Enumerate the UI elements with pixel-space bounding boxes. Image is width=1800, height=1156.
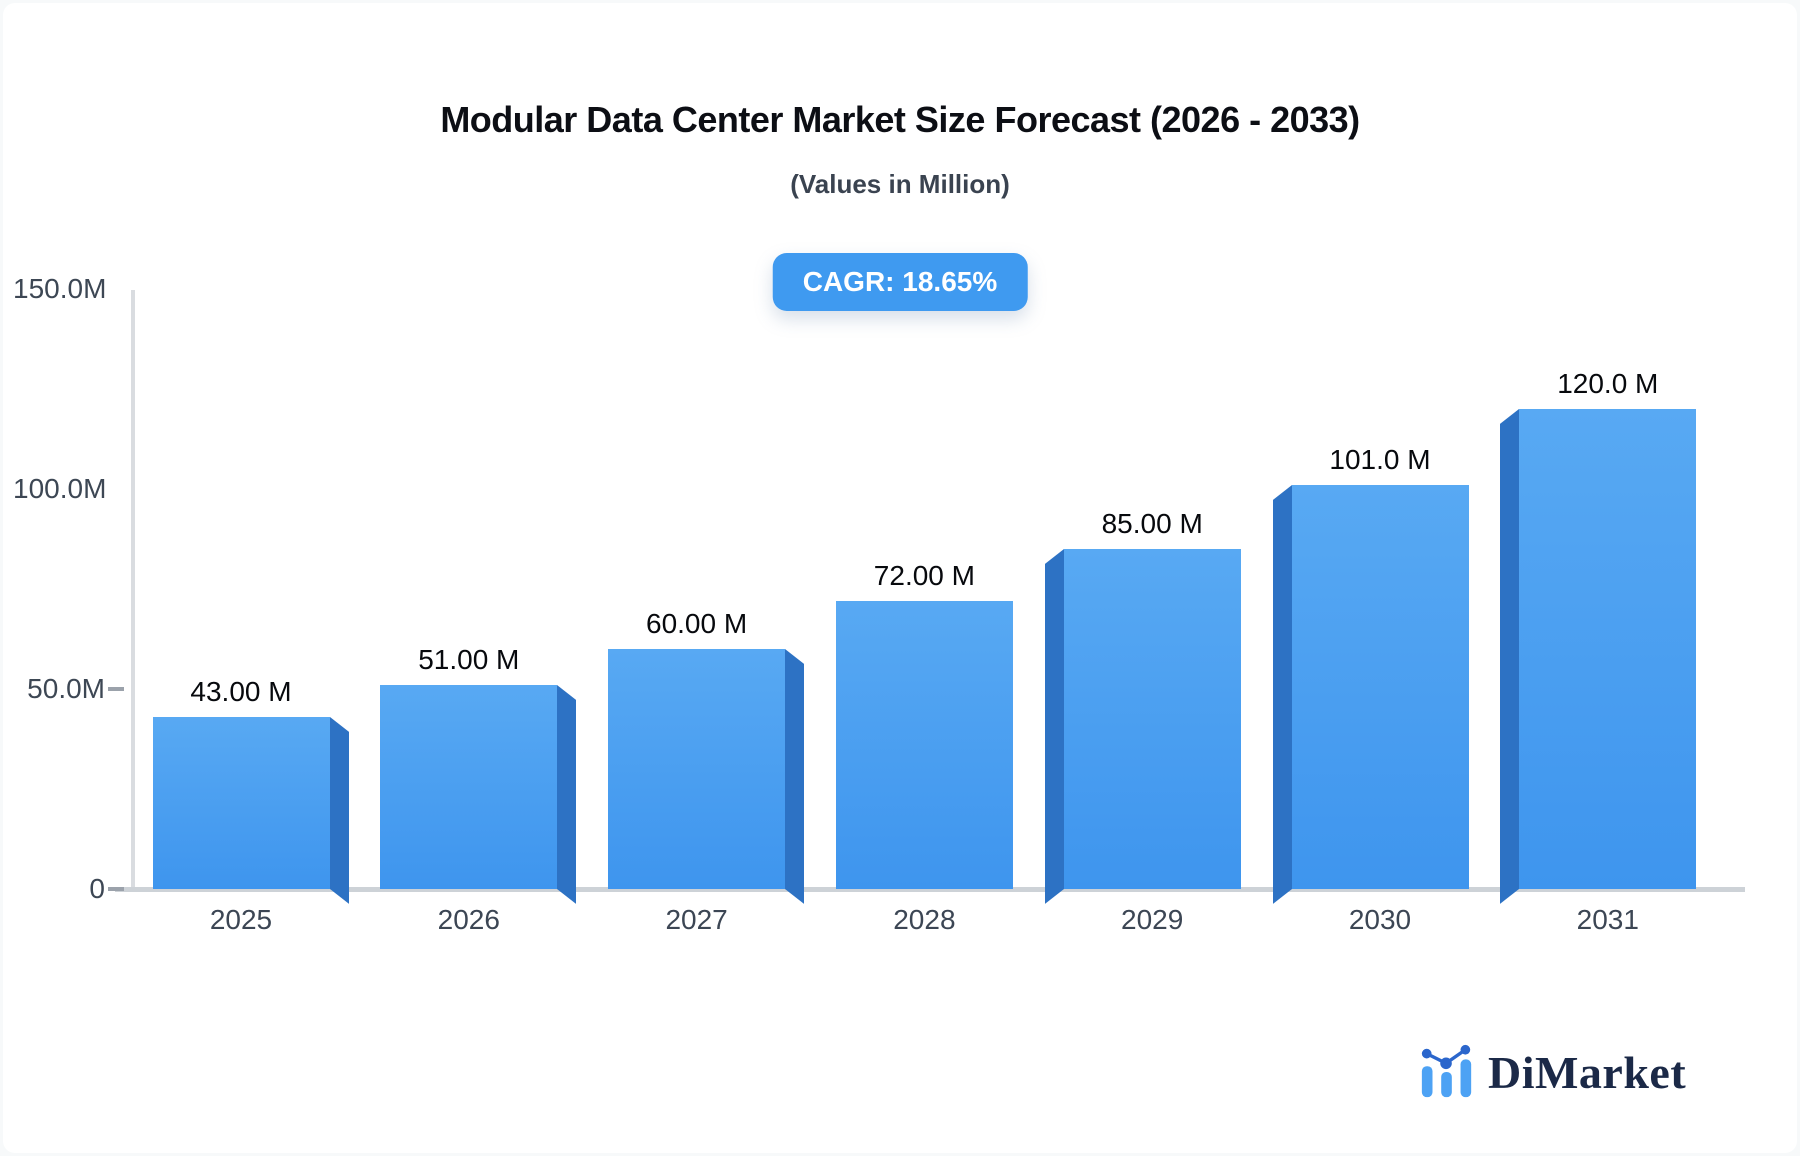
- y-axis-label-100.0M: 100.0M: [13, 473, 107, 504]
- bar-2025: [152, 717, 330, 889]
- y-axis-label-0: 0: [89, 873, 105, 904]
- x-axis-label-2026: 2026: [437, 904, 500, 935]
- bar-side-2031: [1500, 409, 1520, 904]
- bar-value-label-2028: 72.00 M: [873, 560, 975, 591]
- bar-2029: [1063, 549, 1241, 889]
- bar-chart-trend-icon: [1421, 1044, 1472, 1098]
- bar-value-label-2031: 120.0 M: [1557, 368, 1659, 399]
- bar-side-2027: [785, 649, 805, 904]
- dimarket-logo: DiMarket: [1418, 1043, 1686, 1101]
- y-axis-tick-dash: [108, 887, 124, 891]
- bar-side-2025: [329, 717, 349, 904]
- x-axis-label-2029: 2029: [1121, 904, 1184, 935]
- x-axis-label-2031: 2031: [1576, 904, 1639, 935]
- bar-value-label-2025: 43.00 M: [190, 676, 292, 707]
- bar-2026: [380, 685, 558, 889]
- bar-value-label-2027: 60.00 M: [646, 608, 748, 639]
- y-axis-line: [131, 290, 135, 890]
- bar-2030: [1291, 485, 1469, 889]
- bar-2027: [608, 649, 786, 889]
- bar-value-label-2026: 51.00 M: [418, 644, 520, 675]
- logo-text: DiMarket: [1488, 1046, 1687, 1098]
- bar-value-label-2029: 85.00 M: [1101, 508, 1203, 539]
- chart-title: Modular Data Center Market Size Forecast…: [440, 99, 1360, 140]
- chart-subtitle: (Values in Million): [790, 169, 1010, 199]
- x-axis-label-2030: 2030: [1348, 904, 1412, 935]
- x-axis-label-2025: 2025: [209, 904, 273, 935]
- bar-2028: [835, 601, 1013, 889]
- x-axis-label-2028: 2028: [893, 904, 956, 935]
- y-axis-tick-dash: [108, 687, 124, 691]
- chart-card: Modular Data Center Market Size Forecast…: [3, 3, 1797, 1153]
- bar-value-label-2030: 101.0 M: [1329, 444, 1431, 475]
- bar-side-2030: [1272, 485, 1292, 904]
- x-axis-label-2027: 2027: [665, 904, 728, 935]
- y-axis-label-150.0M: 150.0M: [13, 273, 107, 304]
- y-axis-label-50.0M: 50.0M: [27, 673, 105, 704]
- x-baseline: [115, 887, 1745, 892]
- bar-2031: [1519, 409, 1697, 889]
- bar-side-2026: [557, 685, 577, 904]
- plot-area: 150.0M 100.0M 50.0M 0 43.00 M 2025 51.00 M 202…: [3, 3, 1800, 1156]
- bar-side-2029: [1044, 549, 1064, 904]
- cagr-badge: CAGR: 18.65%: [772, 253, 1028, 311]
